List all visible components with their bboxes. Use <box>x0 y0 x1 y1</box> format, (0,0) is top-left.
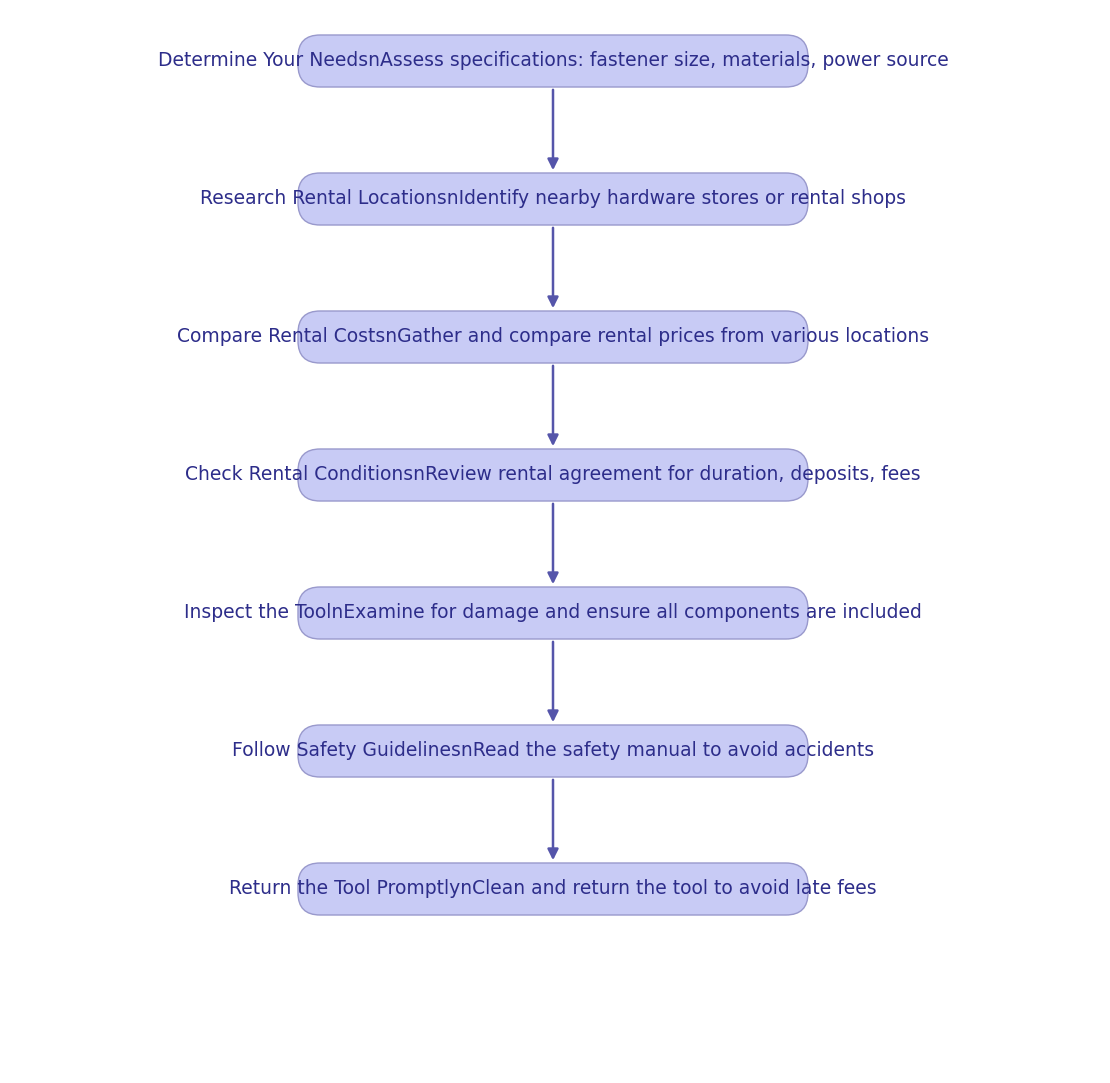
Text: Determine Your NeedsnAssess specifications: fastener size, materials, power sour: Determine Your NeedsnAssess specificatio… <box>158 52 948 70</box>
FancyBboxPatch shape <box>297 863 808 915</box>
FancyBboxPatch shape <box>297 311 808 363</box>
Text: Follow Safety GuidelinesnRead the safety manual to avoid accidents: Follow Safety GuidelinesnRead the safety… <box>232 742 874 760</box>
Text: Return the Tool PromptlynClean and return the tool to avoid late fees: Return the Tool PromptlynClean and retur… <box>229 879 877 899</box>
FancyBboxPatch shape <box>297 35 808 87</box>
Text: Research Rental LocationsnIdentify nearby hardware stores or rental shops: Research Rental LocationsnIdentify nearb… <box>200 190 906 209</box>
Text: Compare Rental CostsnGather and compare rental prices from various locations: Compare Rental CostsnGather and compare … <box>176 327 929 347</box>
Text: Check Rental ConditionsnReview rental agreement for duration, deposits, fees: Check Rental ConditionsnReview rental ag… <box>185 466 921 484</box>
FancyBboxPatch shape <box>297 725 808 777</box>
Text: Inspect the ToolnExamine for damage and ensure all components are included: Inspect the ToolnExamine for damage and … <box>184 603 922 623</box>
FancyBboxPatch shape <box>297 173 808 225</box>
FancyBboxPatch shape <box>297 587 808 639</box>
FancyBboxPatch shape <box>297 449 808 501</box>
